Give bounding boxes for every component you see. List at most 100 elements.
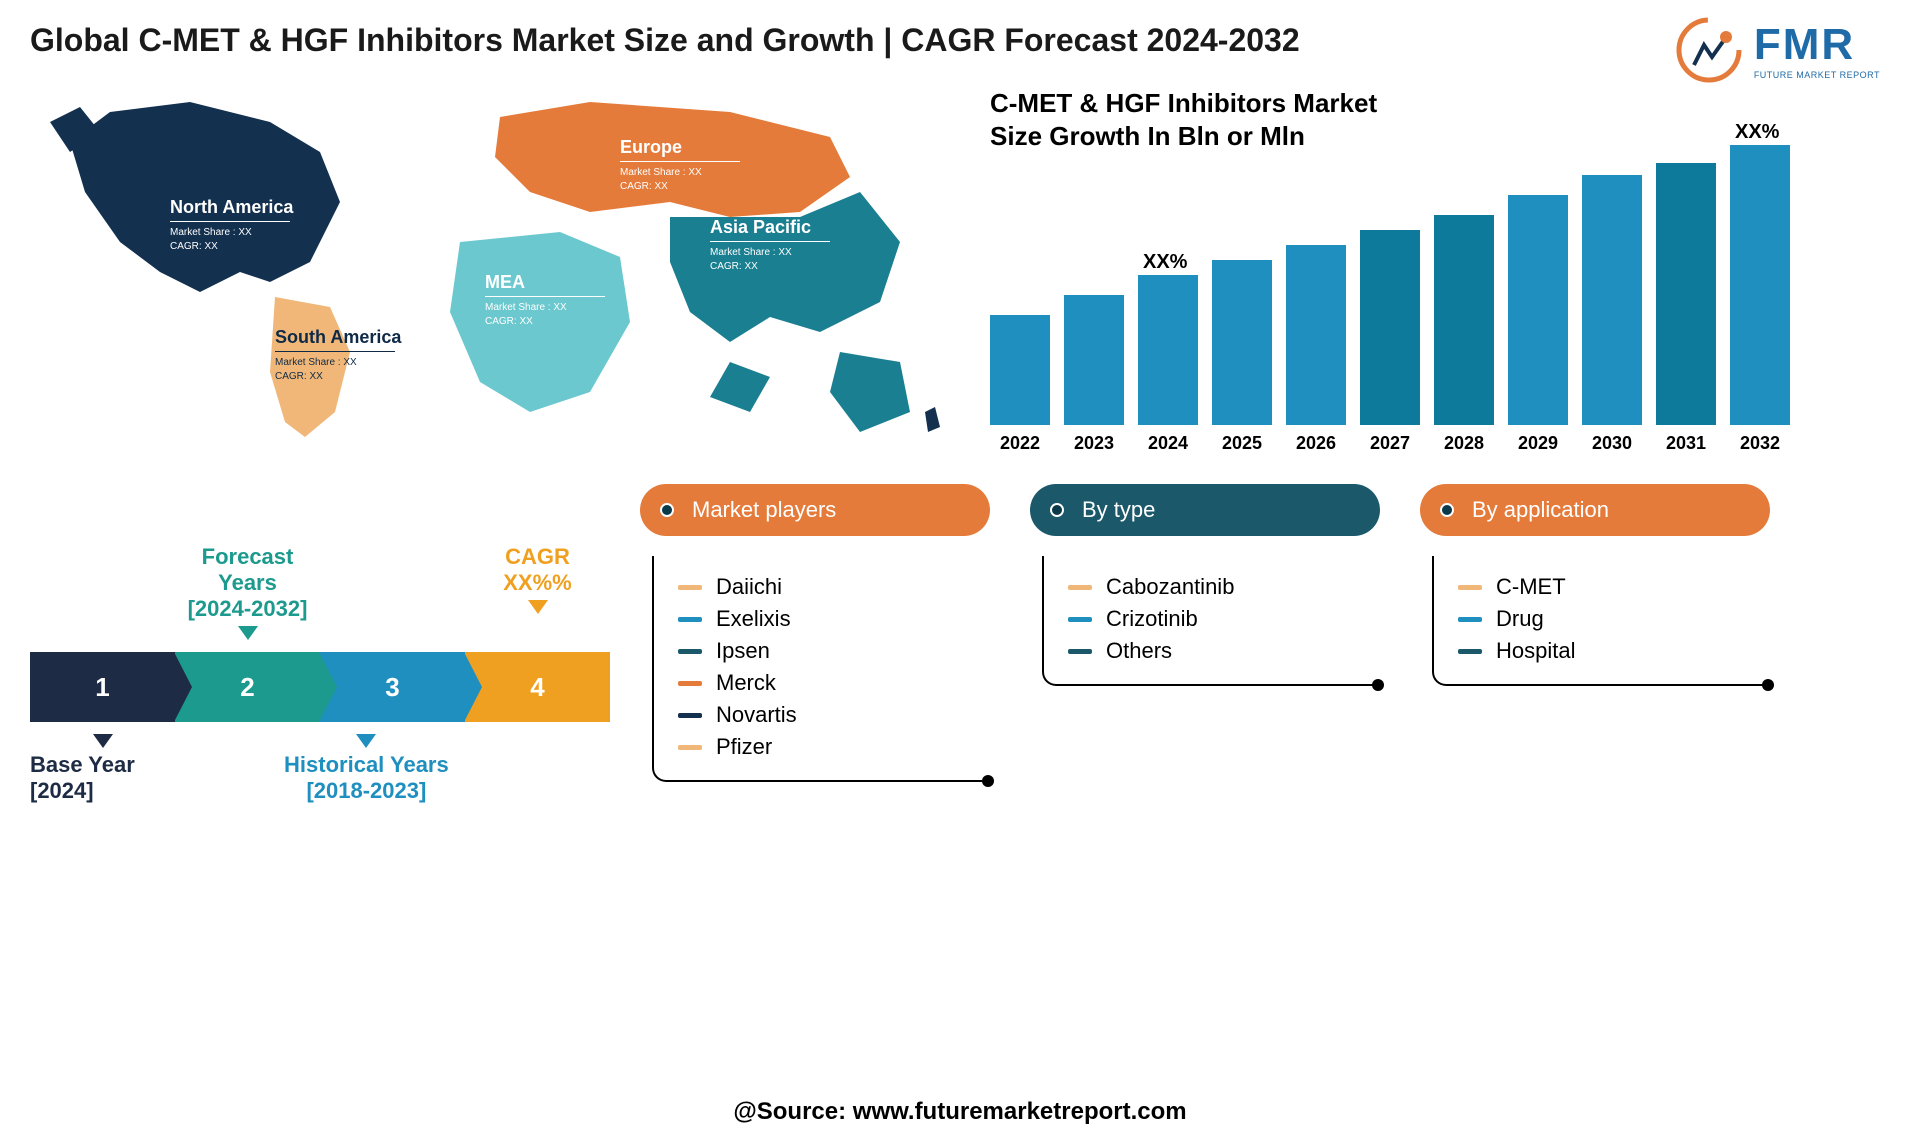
bar-rect [1064,295,1124,425]
bar-rect [990,315,1050,425]
dash-icon [1458,649,1482,654]
bar-year-label: 2023 [1074,433,1114,454]
bar-2022: 2022 [990,315,1050,454]
pill-header: Market players [640,484,990,536]
bar-rect [1434,215,1494,425]
historical-label: Historical Years [2018-2023] [221,730,511,804]
bar-2032: 2032 [1730,145,1790,454]
dash-icon [678,745,702,750]
dash-icon [1458,617,1482,622]
dash-icon [1458,585,1482,590]
column-0: Market players Daiichi Exelixis Ipsen Merck N… [640,484,990,782]
logo-brand: FMR [1754,20,1880,70]
bar-year-label: 2032 [1740,433,1780,454]
cagr-label: CAGR XX%% [465,544,610,644]
dash-icon [678,617,702,622]
region-cagr: CAGR: XX [275,370,401,384]
bar-annotation: XX% [1143,251,1187,274]
bar-rect [1656,163,1716,425]
dash-icon [678,713,702,718]
list-item-text: Ipsen [716,638,770,664]
dash-icon [678,681,702,686]
bar-rect [1138,275,1198,425]
list-item-text: Drug [1496,606,1544,632]
region-name: South America [275,327,401,348]
logo: FMR FUTURE MARKET REPORT [1674,15,1880,85]
dash-icon [678,585,702,590]
chart-title: C-MET & HGF Inhibitors Market Size Growt… [990,87,1410,155]
logo-subtitle: FUTURE MARKET REPORT [1754,70,1880,80]
bar-2025: 2025 [1212,260,1272,454]
list-item-text: Pfizer [716,734,772,760]
world-map: North AmericaMarket Share : XXCAGR: XX So… [30,82,950,442]
list-item: Pfizer [678,734,980,760]
region-label-europe: Europe Market Share : XXCAGR: XX [620,137,740,194]
bar-2023: 2023 [1064,295,1124,454]
list-item: Crizotinib [1068,606,1370,632]
hist-text: Historical Years [221,752,511,778]
list-item-text: C-MET [1496,574,1566,600]
bar-annotation: XX% [1735,121,1779,144]
region-share: Market Share : XX [710,246,830,260]
cagr-value: XX%% [465,570,610,596]
bar-rect [1582,175,1642,425]
bottom-section: Forecast Years [2024-2032] CAGR XX%% 1 2… [0,454,1920,804]
hist-range: [2018-2023] [221,778,511,804]
list-item: Drug [1458,606,1760,632]
timeline: Forecast Years [2024-2032] CAGR XX%% 1 2… [30,484,610,804]
region-share: Market Share : XX [170,226,293,240]
list-item-text: Hospital [1496,638,1575,664]
bar-year-label: 2025 [1222,433,1262,454]
dot-icon [1050,503,1064,517]
region-cagr: CAGR: XX [710,260,830,274]
timeline-seg-1: 1 [30,652,175,722]
region-share: Market Share : XX [620,166,740,180]
page-title: Global C-MET & HGF Inhibitors Market Siz… [30,20,1300,62]
bar-2026: 2026 [1286,245,1346,454]
list-frame: Daiichi Exelixis Ipsen Merck Novartis Pfizer [652,556,990,782]
bar-2029: 2029 [1508,195,1568,454]
cagr-text: CAGR [465,544,610,570]
list-item-text: Exelixis [716,606,791,632]
region-label-asia_pacific: Asia Pacific Market Share : XXCAGR: XX [710,217,830,274]
pill-label: Market players [692,497,836,523]
list-item: C-MET [1458,574,1760,600]
forecast-range: [2024-2032] [175,596,320,622]
region-name: Asia Pacific [710,217,830,238]
base-text: Base Year [30,752,175,778]
bar-rect [1286,245,1346,425]
bar-rect [1508,195,1568,425]
bar-year-label: 2027 [1370,433,1410,454]
region-label-north_america: North AmericaMarket Share : XXCAGR: XX [170,197,293,254]
list-item-text: Daiichi [716,574,782,600]
region-share: Market Share : XX [275,356,401,370]
base-range: [2024] [30,778,175,804]
dash-icon [1068,649,1092,654]
region-cagr: CAGR: XX [485,315,605,329]
triangle-down-icon [93,734,113,748]
dash-icon [1068,585,1092,590]
header: Global C-MET & HGF Inhibitors Market Siz… [0,0,1920,72]
list-item: Merck [678,670,980,696]
list-frame: C-MET Drug Hospital [1432,556,1770,686]
triangle-down-icon [528,600,548,614]
triangle-down-icon [356,734,376,748]
column-1: By typeCabozantinibCrizotinibOthers [1030,484,1380,782]
region-cagr: CAGR: XX [620,180,740,194]
list-item: Exelixis [678,606,980,632]
list-item-text: Novartis [716,702,797,728]
pill-label: By application [1472,497,1609,523]
timeline-seg-3: 3 [320,652,465,722]
dot-icon [1440,503,1454,517]
bar-year-label: 2029 [1518,433,1558,454]
list-item: Ipsen [678,638,980,664]
dot-icon [660,503,674,517]
forecast-label: Forecast Years [2024-2032] [175,544,320,644]
region-name: Europe [620,137,740,158]
bar-year-label: 2031 [1666,433,1706,454]
forecast-text: Forecast Years [175,544,320,596]
region-label-mea: MEAMarket Share : XXCAGR: XX [485,272,605,329]
bars-container: 2022202320242025202620272028202920302031… [990,174,1890,454]
list-frame: CabozantinibCrizotinibOthers [1042,556,1380,686]
triangle-down-icon [238,626,258,640]
